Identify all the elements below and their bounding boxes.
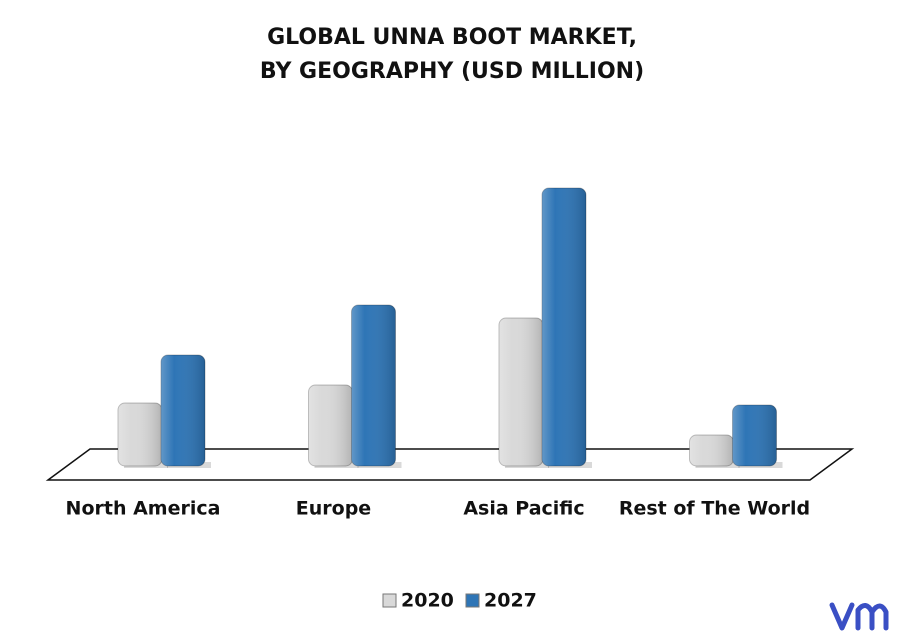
bar-shade [118, 403, 162, 466]
x-tick-label: Asia Pacific [463, 498, 584, 520]
legend-swatch [382, 593, 397, 608]
x-tick-label: North America [66, 498, 221, 520]
bar-shade [308, 385, 353, 466]
floor [45, 448, 855, 481]
chart-title: GLOBAL UNNA BOOT MARKET, [267, 25, 637, 50]
bar-shade [499, 318, 543, 466]
bar-shade [351, 305, 396, 466]
bar-shade [542, 188, 586, 466]
x-tick-label: Rest of The World [619, 498, 810, 520]
legend-label: 2020 [401, 590, 454, 612]
x-tick-label: Europe [296, 498, 371, 520]
chart-title: BY GEOGRAPHY (USD MILLION) [260, 59, 644, 84]
legend-swatch [465, 593, 480, 608]
logo [829, 602, 889, 631]
bar-shade [732, 405, 777, 466]
legend-label: 2027 [484, 590, 537, 612]
bar-shade [689, 435, 734, 466]
bar-shade [161, 355, 205, 466]
